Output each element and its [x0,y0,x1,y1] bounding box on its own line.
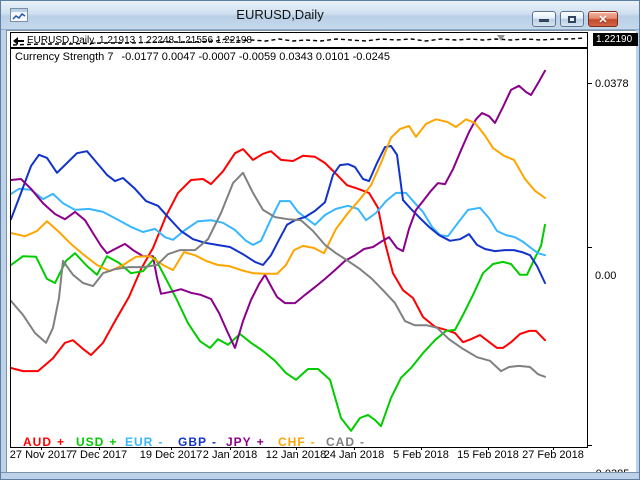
indicator-subwindow[interactable]: Currency Strength 7 -0.0177 0.0047 -0.000… [10,48,588,449]
legend-item-jpy: JPY + [226,435,265,449]
x-axis-tick [488,447,489,450]
chart-window-icon [10,8,28,22]
legend-item-cad: CAD - [326,435,365,449]
x-axis-date-label: 2 Jan 2018 [202,449,258,461]
x-axis-tick [171,447,172,450]
legend-item-usd: USD + [76,435,117,449]
title-bar[interactable]: EURUSD,Daily ✕ [1,1,639,30]
x-axis-tick [41,447,42,450]
indicator-header: Currency Strength 7 -0.0177 0.0047 -0.000… [15,51,390,63]
price-dashed-line [12,37,585,46]
restore-icon [568,16,576,23]
legend-item-eur: EUR - [125,435,163,449]
y-axis-tick [588,445,592,446]
legend-label: CHF [278,435,306,449]
series-line-usd [11,223,546,432]
series-line-aud [11,148,546,373]
x-axis-date-label: 12 Jan 2018 [265,449,327,461]
ohlc-readout: EURUSD,Daily, 1.21913 1.22248 1.21556 1.… [27,35,252,46]
price-chart-panel[interactable]: EURUSD,Daily, 1.21913 1.22248 1.21556 1.… [10,32,588,48]
x-axis-tick [354,447,355,450]
series-line-jpy [11,69,546,349]
x-axis-tick [230,447,231,450]
y-axis-tick [588,83,592,84]
legend-label: AUD [23,435,52,449]
legend-trend-sign: + [109,435,118,449]
y-axis-label-zero: 0.00 [595,270,617,282]
x-axis-date-label: 7 Dec 2017 [70,449,128,461]
minimize-icon [539,19,549,22]
legend-trend-sign: - [158,435,164,449]
current-price: 1.22190 [596,34,633,45]
chart-client-area: EURUSD,Daily, 1.21913 1.22248 1.21556 1.… [6,30,638,479]
x-axis-date-label: 5 Feb 2018 [393,449,449,461]
series-line-gbp [11,145,546,284]
x-axis-tick [296,447,297,450]
legend-trend-sign: + [256,435,265,449]
series-line-cad [11,171,546,378]
restore-button[interactable] [560,11,584,27]
minimize-button[interactable] [532,11,556,27]
x-axis-tick [99,447,100,450]
legend-trend-sign: + [57,435,66,449]
legend-label: USD [76,435,105,449]
legend-item-chf: CHF - [278,435,316,449]
legend-label: GBP [178,435,208,449]
window-title: EURUSD,Daily [236,7,324,22]
legend-label: CAD [326,435,355,449]
legend-trend-sign: - [360,435,365,449]
chart-shift-marker-icon [497,35,505,41]
x-axis-date-label: 19 Dec 2017 [139,449,203,461]
x-axis-tick [421,447,422,450]
x-axis-date-label: 24 Jan 2018 [323,449,385,461]
legend-item-aud: AUD + [23,435,65,449]
price-line-chart [12,35,585,46]
close-button[interactable]: ✕ [588,11,618,27]
legend-item-gbp: GBP - [178,435,217,449]
legend-trend-sign: - [212,435,218,449]
indicator-values: -0.0177 0.0047 -0.0007 -0.0059 0.0343 0.… [121,51,390,63]
x-axis-date-label: 27 Nov 2017 [9,449,73,461]
legend-label: JPY [226,435,252,449]
current-price-box: 1.22190 [593,33,638,46]
indicator-name: Currency Strength 7 [15,51,114,63]
x-axis-date-label: 15 Feb 2018 [457,449,519,461]
y-axis-tick [588,247,592,248]
x-axis-date-label: 27 Feb 2018 [522,449,584,461]
legend-label: EUR [125,435,154,449]
y-axis-label-max: 0.0378 [595,78,629,90]
window-bottom-border [1,472,639,479]
scroll-shift-icon [13,37,24,45]
close-icon: ✕ [598,14,608,26]
series-line-eur [11,187,546,257]
x-axis-tick [553,447,554,450]
strength-lines [11,69,546,432]
legend-trend-sign: - [310,435,316,449]
